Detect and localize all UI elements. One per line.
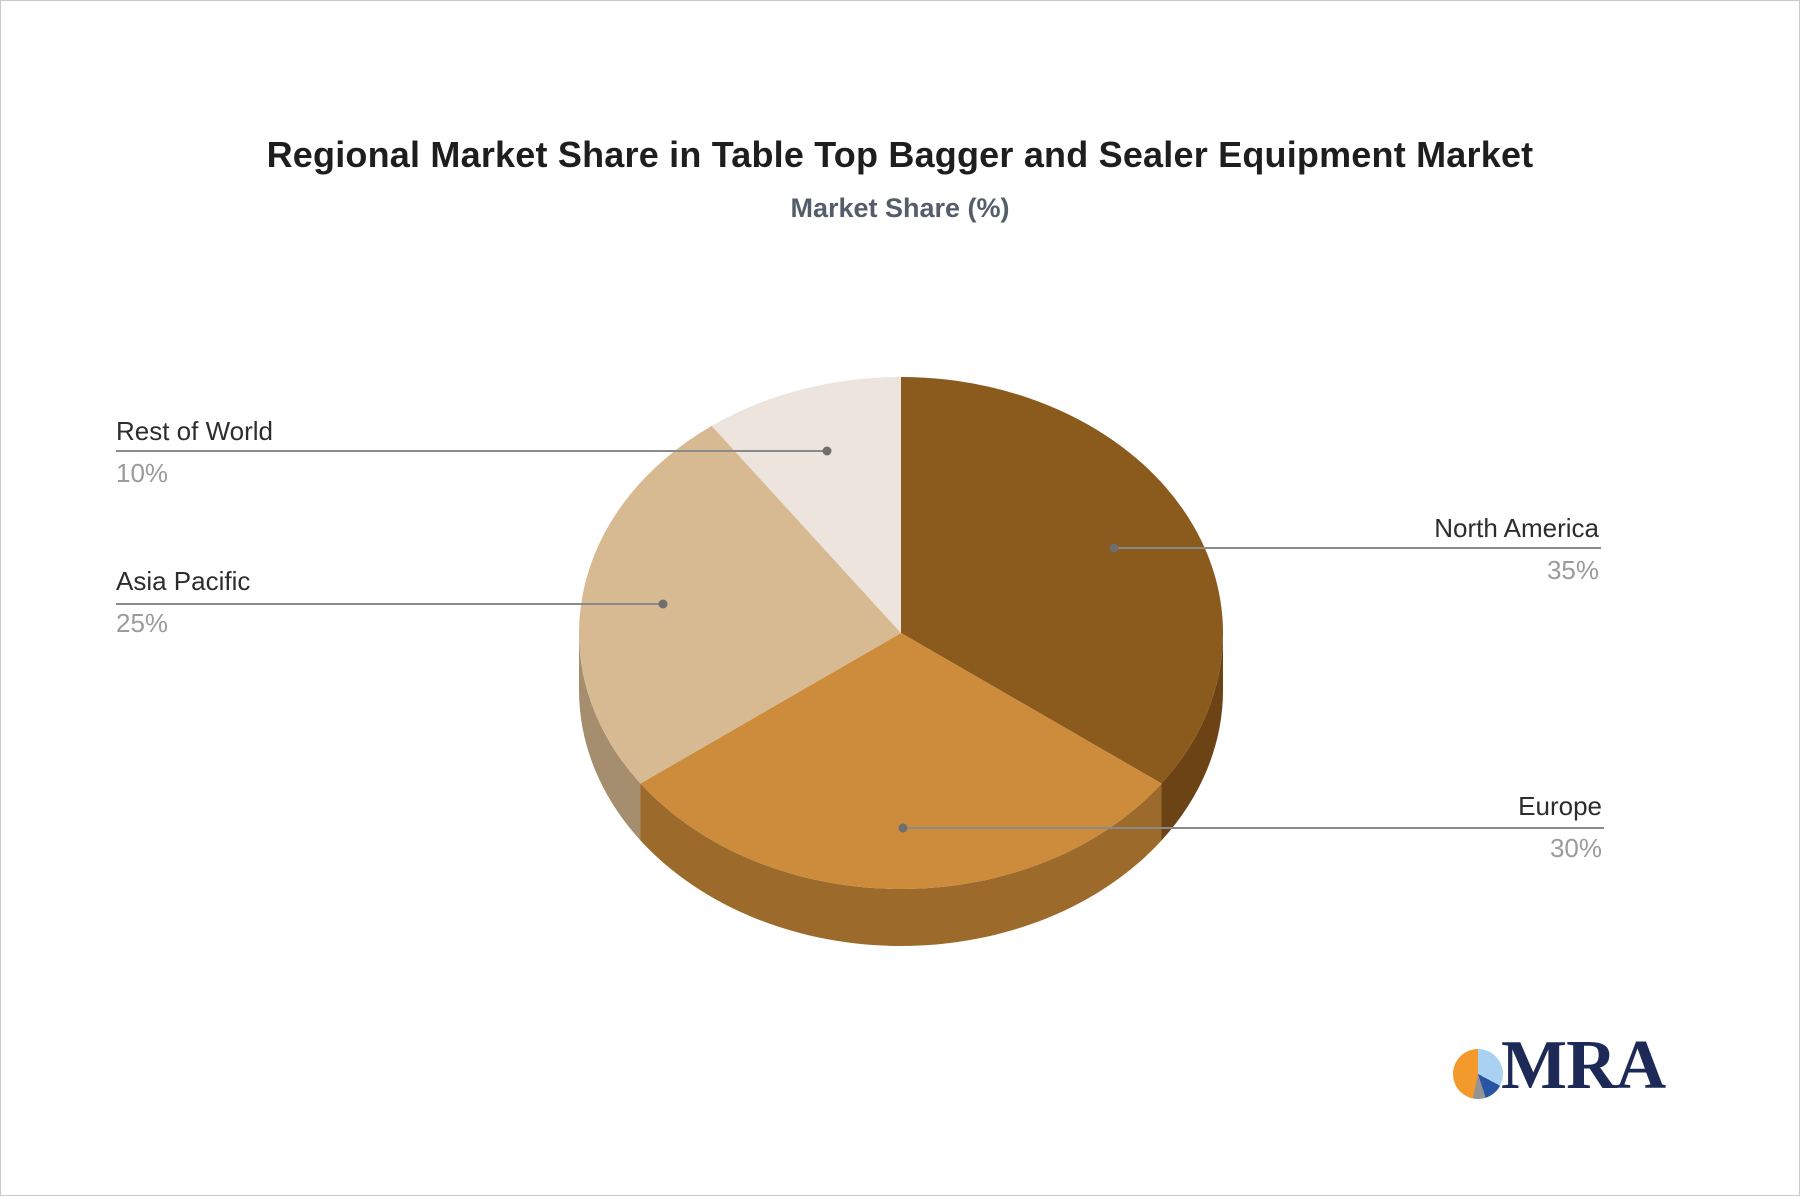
callout-label-asia-pacific: Asia Pacific xyxy=(116,566,251,596)
callout-label-rest-of-world: Rest of World xyxy=(116,416,274,446)
callout-label-europe: Europe xyxy=(1518,791,1602,821)
chart-title: Regional Market Share in Table Top Bagge… xyxy=(266,134,1534,175)
pie-slice-asia-pacific[interactable] xyxy=(579,425,901,784)
callout-dot-asia-pacific xyxy=(658,599,668,609)
callout-dot-rest-of-world xyxy=(822,446,832,456)
mra-logo: MRA xyxy=(1453,1027,1666,1104)
pie-slice-rest-of-world[interactable] xyxy=(711,377,901,633)
pie-slice-side-europe xyxy=(640,783,1162,946)
mra-logo-pie-icon xyxy=(1453,1049,1503,1099)
callout-percent-north-america: 35% xyxy=(1546,555,1599,585)
callout-asia-pacific: Asia Pacific 25% xyxy=(116,566,250,638)
mra-logo-text: MRA xyxy=(1501,1027,1666,1104)
callout-dot-north-america xyxy=(1109,543,1119,553)
pie-slice-north-america[interactable] xyxy=(901,377,1223,784)
callout-label-north-america: North America xyxy=(1434,513,1599,543)
callout-north-america: North America 35% xyxy=(1434,513,1599,585)
pie-slice-side-north-america xyxy=(1161,633,1223,841)
callout-percent-rest-of-world: 10% xyxy=(116,458,169,488)
chart-subtitle: Market Share (%) xyxy=(790,193,1010,223)
callout-percent-asia-pacific: 25% xyxy=(116,608,169,638)
callout-rest-of-world: Rest of World 10% xyxy=(116,416,273,488)
callout-europe: Europe 30% xyxy=(1518,791,1602,863)
pie-slice-europe[interactable] xyxy=(640,633,1162,889)
callout-dot-europe xyxy=(898,823,908,833)
pie-slice-side-asia-pacific xyxy=(579,633,641,841)
callout-percent-europe: 30% xyxy=(1549,833,1602,863)
